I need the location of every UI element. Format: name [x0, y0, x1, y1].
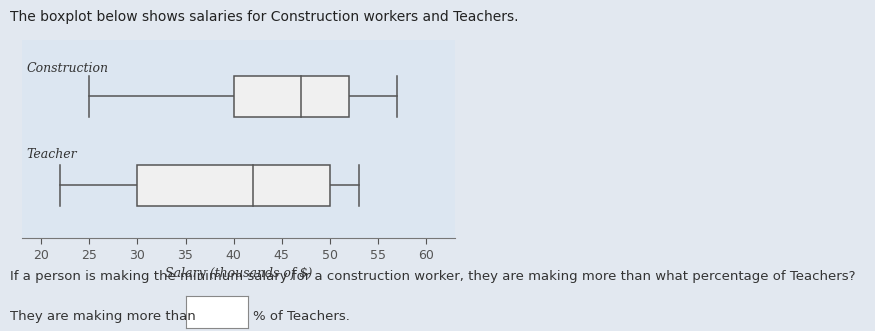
- Text: If a person is making the minimum salary for a construction worker, they are mak: If a person is making the minimum salary…: [10, 270, 856, 283]
- Text: % of Teachers.: % of Teachers.: [253, 310, 350, 323]
- Text: Teacher: Teacher: [27, 148, 77, 161]
- Text: The boxplot below shows salaries for Construction workers and Teachers.: The boxplot below shows salaries for Con…: [10, 10, 519, 24]
- X-axis label: Salary (thousands of $): Salary (thousands of $): [164, 267, 312, 280]
- Bar: [137, 165, 330, 206]
- Text: They are making more than: They are making more than: [10, 310, 196, 323]
- Bar: [234, 76, 349, 117]
- Text: Construction: Construction: [27, 63, 108, 75]
